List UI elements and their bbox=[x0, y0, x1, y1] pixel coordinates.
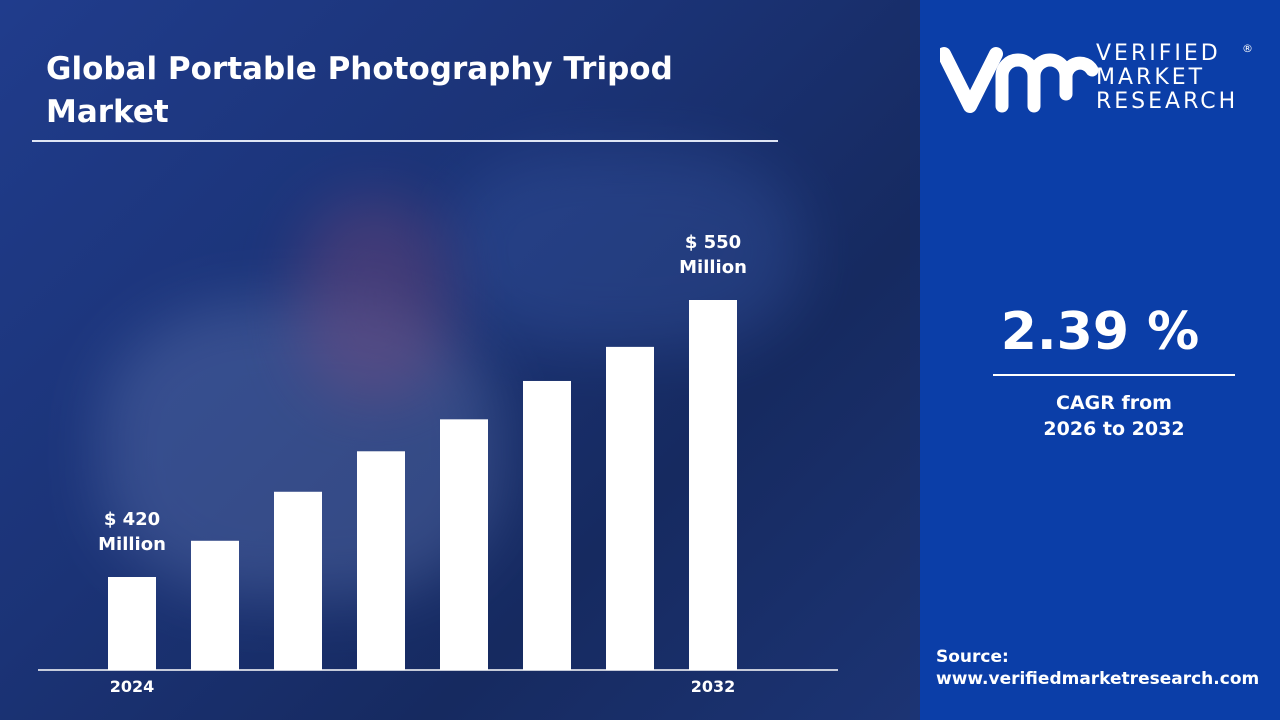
cagr-label-line1: CAGR from bbox=[1056, 392, 1172, 414]
bar bbox=[357, 451, 405, 670]
bar bbox=[108, 577, 156, 670]
x-tick-label: 2032 bbox=[691, 677, 736, 696]
bar bbox=[440, 419, 488, 670]
source: Source: www.verifiedmarketresearch.com bbox=[936, 646, 1259, 690]
data-label: Million bbox=[98, 534, 166, 555]
cagr-divider bbox=[993, 374, 1235, 376]
bar bbox=[274, 491, 322, 670]
title-divider bbox=[32, 140, 778, 142]
logo-line3: RESEARCH bbox=[1096, 89, 1239, 114]
source-label: Source: bbox=[936, 647, 1009, 667]
data-label: $ 420 bbox=[104, 509, 160, 530]
cagr-label-line2: 2026 to 2032 bbox=[1043, 418, 1185, 440]
x-tick-label: 2024 bbox=[110, 677, 155, 696]
vmr-logo bbox=[940, 47, 1099, 113]
logo-text: VERIFIED MARKET RESEARCH bbox=[1096, 42, 1238, 114]
bar bbox=[191, 540, 239, 670]
data-label: Million bbox=[679, 257, 747, 278]
registered-mark: ® bbox=[1242, 42, 1253, 55]
bar bbox=[689, 300, 737, 670]
chart-background: Global Portable Photography Tripod Marke… bbox=[0, 0, 920, 720]
logo-line2: MARKET bbox=[1096, 65, 1206, 90]
data-label: $ 550 bbox=[685, 232, 741, 253]
info-panel: VERIFIED MARKET RESEARCH ® 2.39 % CAGR f… bbox=[920, 0, 1280, 720]
bar-chart: 2024 2032 $ 420 Million $ 550 Million bbox=[38, 232, 838, 696]
cagr-label: CAGR from 2026 to 2032 bbox=[920, 390, 1280, 442]
source-url[interactable]: www.verifiedmarketresearch.com bbox=[936, 669, 1260, 689]
cagr-value: 2.39 % bbox=[1000, 302, 1200, 362]
bar bbox=[606, 346, 654, 670]
chart-title: Global Portable Photography Tripod Marke… bbox=[46, 51, 673, 130]
logo-line1: VERIFIED bbox=[1096, 41, 1221, 66]
bar bbox=[523, 380, 571, 670]
